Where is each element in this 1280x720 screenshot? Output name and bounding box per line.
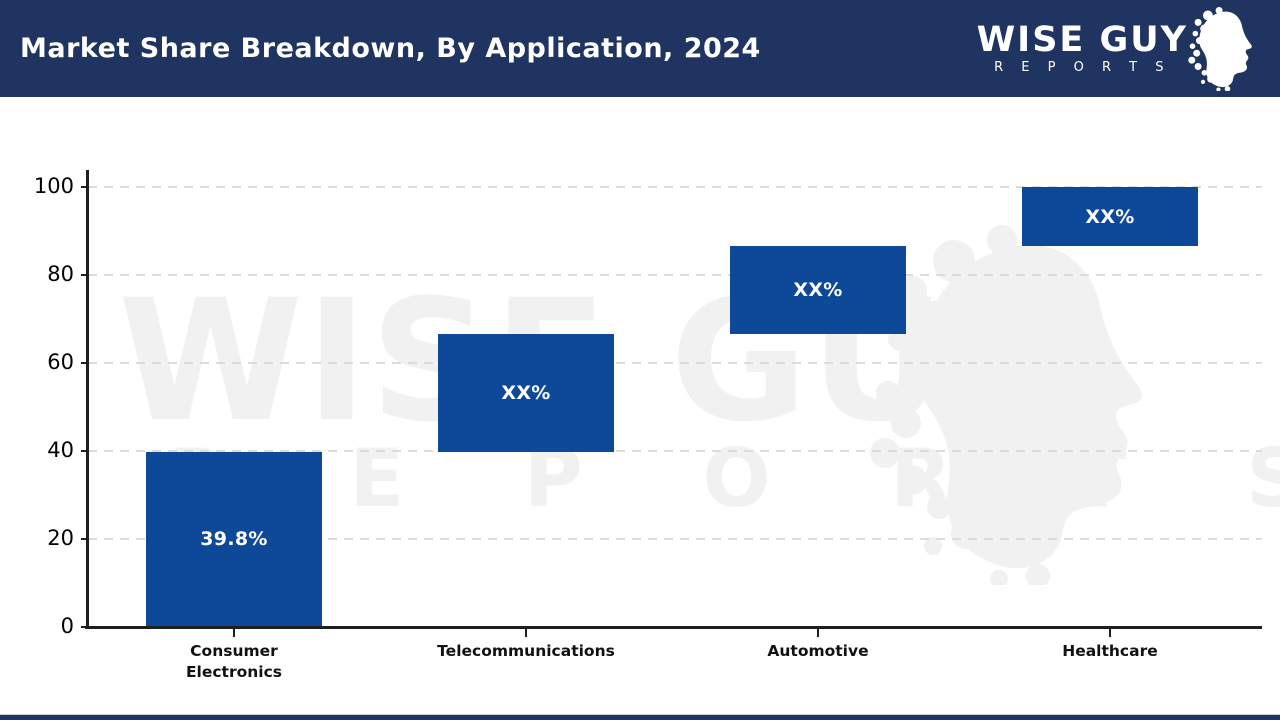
- y-axis-tick: [81, 538, 88, 540]
- footer-hairline: [0, 714, 1280, 715]
- gridline: [88, 538, 1262, 540]
- bar-value-label: XX%: [1085, 205, 1135, 228]
- gridline: [88, 362, 1262, 364]
- y-tick-label: 40: [47, 438, 74, 462]
- bar-value-label: XX%: [793, 279, 843, 302]
- footer: [0, 711, 1280, 720]
- x-axis-tick: [525, 629, 527, 637]
- logo-wordmark: WISE GUY R E P O R T S: [976, 20, 1188, 75]
- bar-telecommunications: XX%: [438, 334, 614, 452]
- x-axis-tick: [817, 629, 819, 637]
- y-tick-label: 80: [47, 262, 74, 286]
- y-axis-tick: [81, 450, 88, 452]
- gridline: [88, 186, 1262, 188]
- gridline: [88, 274, 1262, 276]
- category-label-telecommunications: Telecommunications: [437, 642, 615, 660]
- x-axis-tick: [1109, 629, 1111, 637]
- y-axis-line: [86, 170, 89, 629]
- bar-consumer-electronics: 39.8%: [146, 451, 322, 627]
- x-axis-tick: [233, 629, 235, 637]
- category-label-automotive: Automotive: [767, 642, 869, 660]
- page-title: Market Share Breakdown, By Application, …: [20, 33, 761, 64]
- y-axis-tick: [81, 186, 88, 188]
- y-tick-label: 20: [47, 526, 74, 550]
- bar-value-label: XX%: [501, 382, 551, 405]
- y-tick-label: 0: [60, 614, 74, 638]
- watermark-head-graphic: [870, 225, 1143, 585]
- bar-healthcare: XX%: [1022, 187, 1198, 247]
- y-tick-label: 60: [47, 350, 74, 374]
- bar-automotive: XX%: [730, 246, 906, 335]
- bar-value-label: 39.8%: [200, 528, 268, 551]
- category-label-healthcare: Healthcare: [1062, 642, 1158, 660]
- footer-bar: [0, 715, 1280, 720]
- logo-wordmark-line1: WISE GUY: [976, 20, 1188, 60]
- x-axis-line: [85, 626, 1262, 629]
- chart-area: WISE GUY R E P O R T S 0 20 40 60 80 100 39.8%…: [0, 97, 1280, 714]
- logo-wordmark-line2: R E P O R T S: [994, 60, 1171, 75]
- y-axis-tick: [81, 362, 88, 364]
- logo-head-icon: [1188, 6, 1252, 91]
- header: Market Share Breakdown, By Application, …: [0, 0, 1280, 97]
- gridline: [88, 450, 1262, 452]
- category-label-consumer-electronics: Consumer Electronics: [185, 642, 283, 681]
- y-axis-tick: [81, 626, 88, 628]
- y-axis-tick: [81, 274, 88, 276]
- y-tick-label: 100: [33, 174, 74, 198]
- wiseguy-logo: WISE GUY R E P O R T S: [976, 6, 1280, 91]
